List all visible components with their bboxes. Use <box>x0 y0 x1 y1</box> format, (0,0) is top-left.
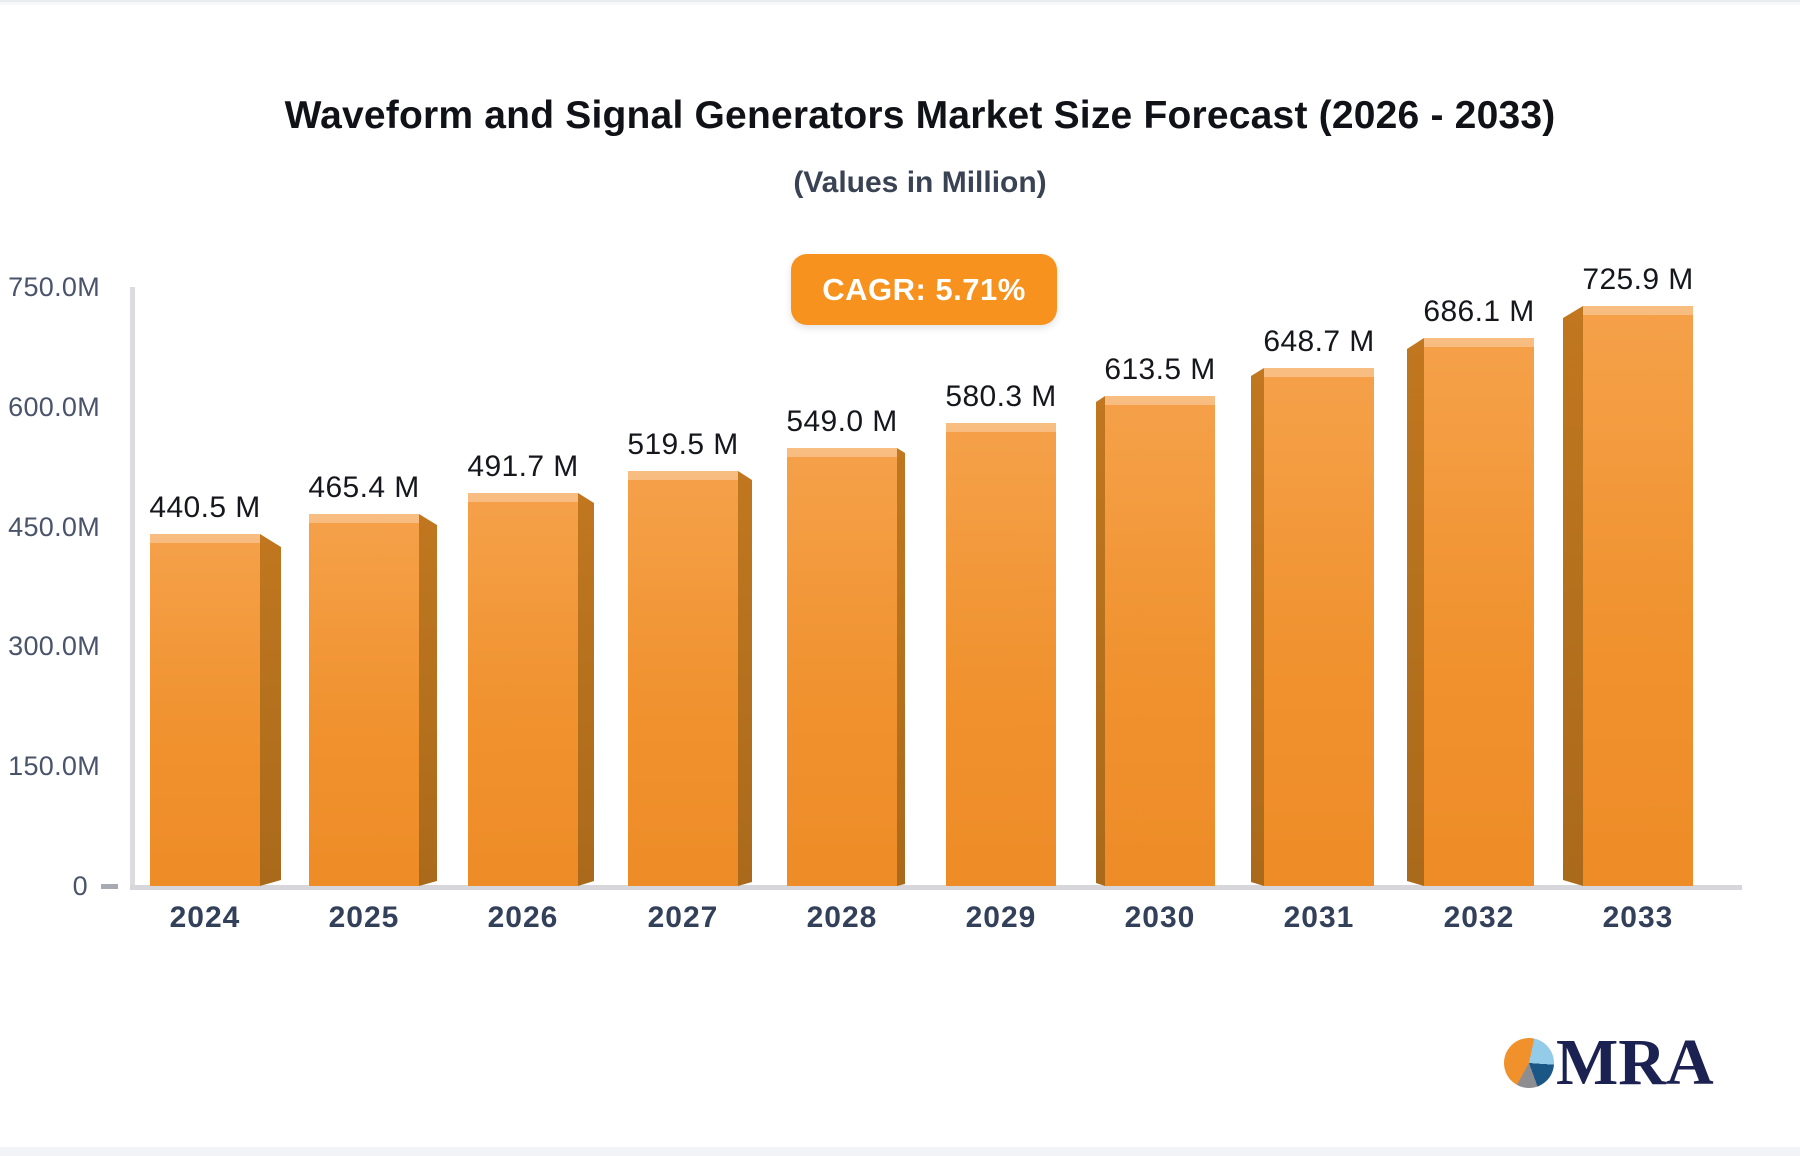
bar-2033 <box>1583 306 1693 886</box>
bar-3d-side <box>1251 368 1264 886</box>
top-edge-strip <box>0 0 1800 5</box>
x-axis-zero-tick <box>101 884 118 889</box>
y-axis-label: 600.0M <box>8 392 100 422</box>
bar-3d-side <box>1563 306 1583 886</box>
bar-value-label: 440.5 M <box>149 491 261 524</box>
bottom-edge-strip <box>0 1147 1800 1156</box>
x-axis-label: 2025 <box>328 901 400 934</box>
chart-title: Waveform and Signal Generators Market Si… <box>284 94 1556 137</box>
bar-3d-side <box>260 534 281 886</box>
bar-3d-side <box>1407 338 1424 886</box>
bar-value-label: 549.0 M <box>786 405 898 438</box>
x-axis-label: 2027 <box>647 901 719 934</box>
bar-3d-side <box>738 471 752 886</box>
bar-3d-side <box>419 514 437 886</box>
x-axis-label: 2030 <box>1124 901 1196 934</box>
y-axis-label: 0 <box>72 871 88 901</box>
mra-logo-text: MRA <box>1556 1026 1714 1099</box>
cagr-badge-label: CAGR: 5.71% <box>822 271 1026 307</box>
bar-value-label: 519.5 M <box>627 428 739 461</box>
x-axis-label: 2029 <box>965 901 1037 934</box>
x-axis-label: 2031 <box>1283 901 1355 934</box>
bar-value-label: 725.9 M <box>1582 263 1694 296</box>
bar-3d-side <box>897 448 905 886</box>
cagr-badge: CAGR: 5.71% <box>791 254 1057 325</box>
bar-value-label: 686.1 M <box>1423 295 1535 328</box>
bar-3d-side <box>1096 396 1105 886</box>
bar-value-label: 648.7 M <box>1263 325 1375 358</box>
bar-2025 <box>309 514 419 886</box>
y-axis-line <box>130 287 135 885</box>
bar-value-label: 491.7 M <box>467 450 579 483</box>
y-axis-label: 150.0M <box>8 751 100 781</box>
mra-logo: MRA <box>1504 1026 1714 1099</box>
bar-2026 <box>468 493 578 886</box>
bar-2029 <box>946 423 1056 886</box>
bar-2031 <box>1264 368 1374 886</box>
bar-value-label: 580.3 M <box>945 380 1057 413</box>
bar-value-label: 613.5 M <box>1104 353 1216 386</box>
mra-pie-icon <box>1504 1038 1554 1088</box>
x-axis-label: 2024 <box>169 901 241 934</box>
x-axis-line <box>130 885 1742 890</box>
bar-3d-side <box>578 493 594 886</box>
y-axis-label: 450.0M <box>8 512 100 542</box>
bar-2027 <box>628 471 738 886</box>
bar-2032 <box>1424 338 1534 886</box>
x-axis-label: 2033 <box>1602 901 1674 934</box>
bar-2030 <box>1105 396 1215 886</box>
bar-value-label: 465.4 M <box>308 471 420 504</box>
x-axis-label: 2028 <box>806 901 878 934</box>
x-axis-label: 2032 <box>1443 901 1515 934</box>
bar-2024 <box>150 534 260 886</box>
x-axis-label: 2026 <box>487 901 559 934</box>
bar-2028 <box>787 448 897 886</box>
y-axis-label: 300.0M <box>8 631 100 661</box>
y-axis-label: 750.0M <box>8 272 100 302</box>
chart-subtitle: (Values in Million) <box>793 166 1047 199</box>
